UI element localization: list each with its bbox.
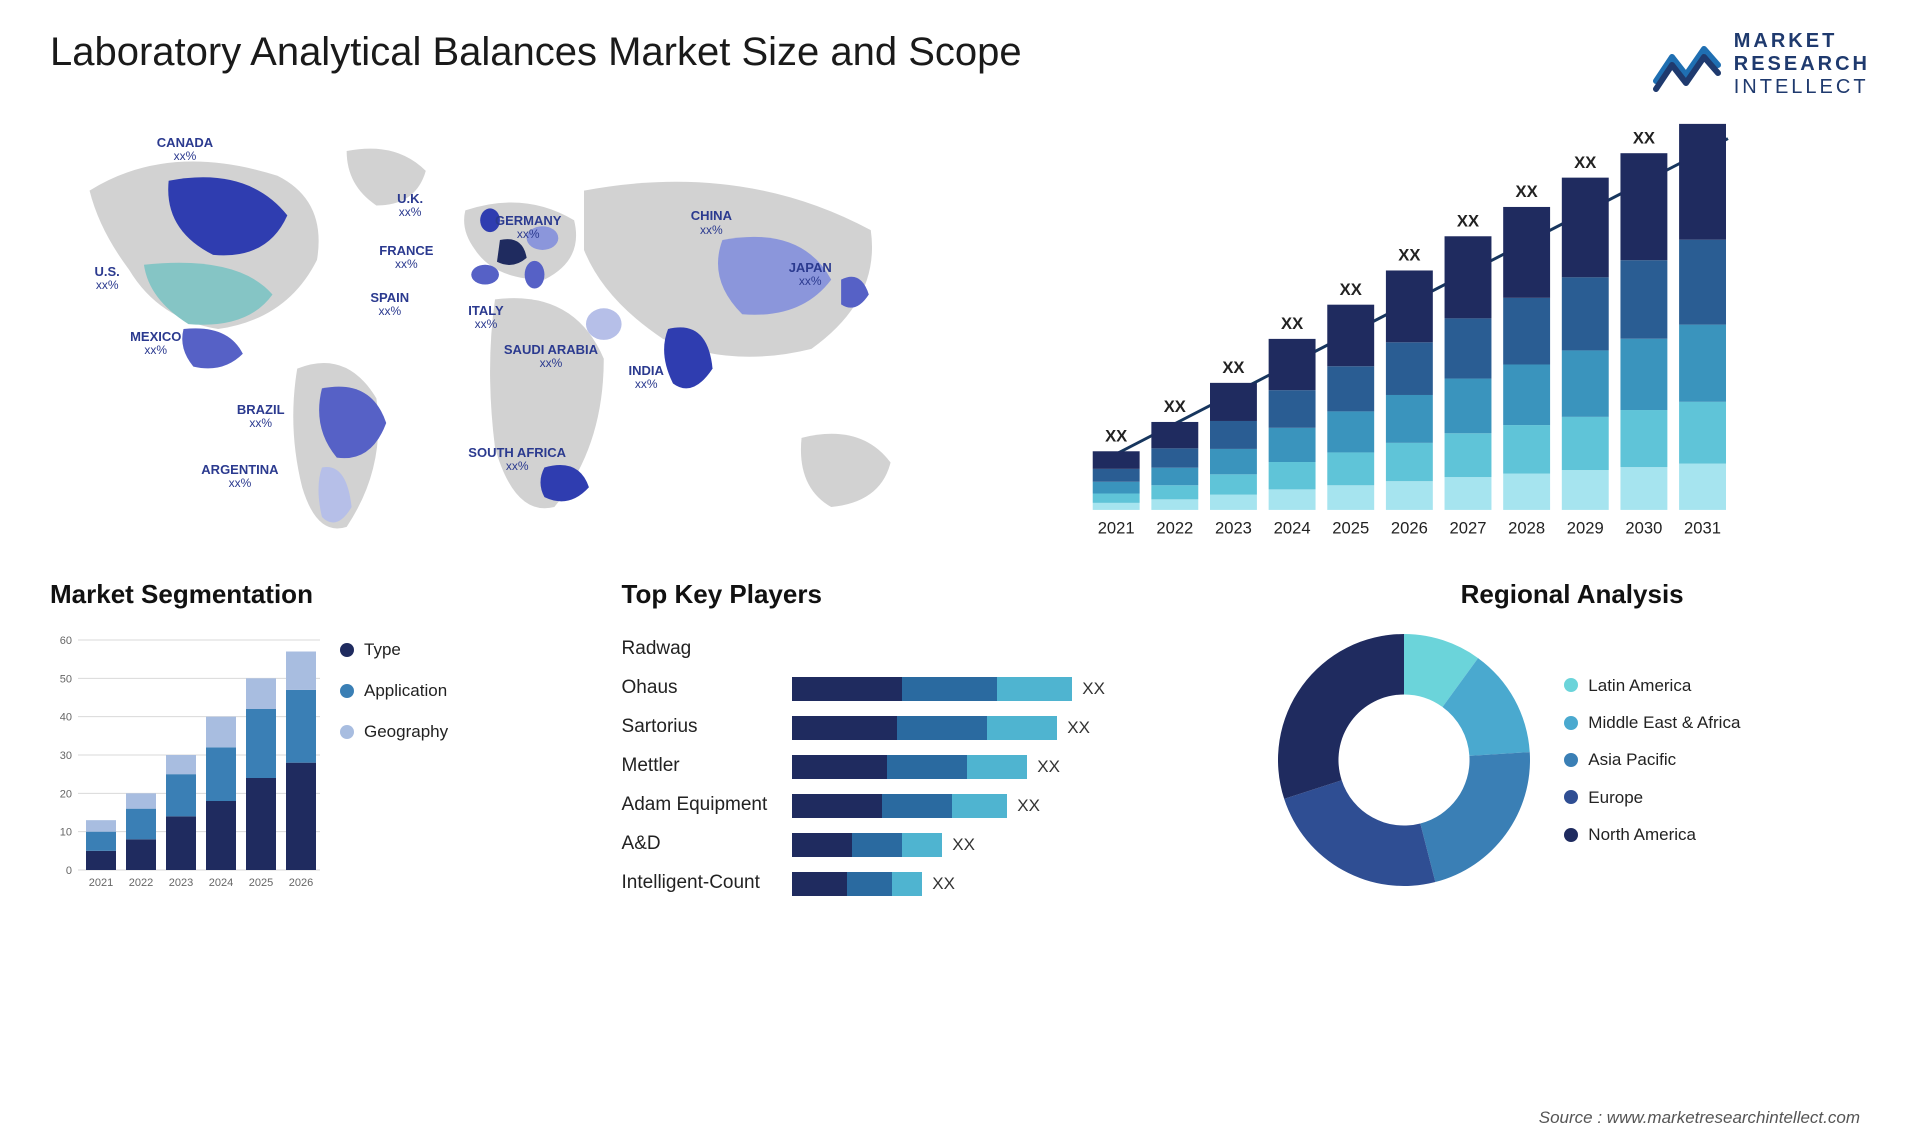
key-player-bar-row: XX [792, 747, 1244, 786]
legend-item: Europe [1564, 779, 1740, 816]
key-player-bar-row: XX [792, 708, 1244, 747]
segmentation-panel: Market Segmentation 0 10 20 30 40 50 60 2021 202… [50, 579, 592, 903]
svg-text:2023: 2023 [1215, 518, 1252, 537]
key-player-name: Adam Equipment [622, 786, 768, 825]
page-title: Laboratory Analytical Balances Market Si… [50, 30, 1022, 75]
key-players-panel: Top Key Players RadwagOhausSartoriusMett… [622, 579, 1245, 903]
legend-item: Middle East & Africa [1564, 704, 1740, 741]
map-label: GERMANYxx% [495, 214, 561, 241]
regional-donut-chart [1274, 630, 1534, 890]
map-label: JAPANxx% [789, 261, 832, 288]
map-label: ITALYxx% [468, 304, 503, 331]
svg-text:XX: XX [1516, 182, 1538, 201]
svg-text:2025: 2025 [249, 877, 273, 889]
map-italy [525, 261, 545, 289]
map-mexico [182, 328, 243, 368]
svg-text:40: 40 [60, 712, 72, 724]
svg-text:10: 10 [60, 827, 72, 839]
map-saudi [586, 308, 622, 340]
svg-text:2027: 2027 [1450, 518, 1487, 537]
segmentation-chart: 0 10 20 30 40 50 60 2021 2022 2023 2024 2025 2026 [50, 630, 320, 895]
world-map-panel: CANADAxx% U.S.xx% MEXICOxx% BRAZILxx% ARGENT… [50, 119, 940, 549]
svg-text:XX: XX [1222, 358, 1244, 377]
key-player-name: A&D [622, 825, 768, 864]
legend-item: Latin America [1564, 667, 1740, 704]
logo-text: MARKET RESEARCH INTELLECT [1734, 30, 1870, 99]
svg-text:XX: XX [1398, 246, 1420, 265]
key-players-title: Top Key Players [622, 579, 1245, 610]
key-player-name: Radwag [622, 630, 768, 669]
svg-text:60: 60 [60, 635, 72, 647]
key-players-names: RadwagOhausSartoriusMettlerAdam Equipmen… [622, 630, 768, 903]
svg-text:0: 0 [66, 865, 72, 877]
map-label: FRANCExx% [379, 244, 433, 271]
map-label: U.K.xx% [397, 192, 423, 219]
svg-text:XX: XX [1281, 314, 1303, 333]
key-player-bar-row: XX [792, 825, 1244, 864]
map-spain [471, 265, 499, 285]
key-player-name: Ohaus [622, 669, 768, 708]
legend-item: North America [1564, 816, 1740, 853]
svg-text:2021: 2021 [89, 877, 113, 889]
svg-text:2026: 2026 [289, 877, 313, 889]
map-label: SAUDI ARABIAxx% [504, 343, 598, 370]
map-label: CHINAxx% [691, 209, 732, 236]
svg-text:2024: 2024 [209, 877, 233, 889]
key-player-name: Sartorius [622, 708, 768, 747]
key-player-name: Intelligent-Count [622, 864, 768, 903]
svg-text:XX: XX [1340, 280, 1362, 299]
forecast-chart: XX 2021 XX 2022 XX 2023 XX 2024 XX 2025 XX 2026 XX 20… [980, 119, 1870, 549]
svg-text:2021: 2021 [1098, 518, 1135, 537]
map-label: SOUTH AFRICAxx% [468, 446, 566, 473]
top-row: CANADAxx% U.S.xx% MEXICOxx% BRAZILxx% ARGENT… [50, 119, 1870, 549]
key-player-name: Mettler [622, 747, 768, 786]
key-player-bar-row: XX [792, 786, 1244, 825]
svg-text:2022: 2022 [129, 877, 153, 889]
legend-item: Application [340, 671, 448, 712]
svg-text:2023: 2023 [169, 877, 193, 889]
svg-text:2030: 2030 [1625, 518, 1662, 537]
svg-text:50: 50 [60, 673, 72, 685]
legend-item: Geography [340, 712, 448, 753]
svg-text:XX: XX [1574, 153, 1596, 172]
svg-text:XX: XX [1164, 397, 1186, 416]
svg-text:2028: 2028 [1508, 518, 1545, 537]
brand-logo: MARKET RESEARCH INTELLECT [1652, 30, 1870, 99]
bottom-row: Market Segmentation 0 10 20 30 40 50 60 2021 202… [50, 579, 1870, 903]
legend-item: Asia Pacific [1564, 741, 1740, 778]
key-players-bars: XXXXXXXXXXXX [792, 630, 1244, 903]
key-player-bar-row: XX [792, 669, 1244, 708]
regional-panel: Regional Analysis Latin AmericaMiddle Ea… [1274, 579, 1870, 903]
header: Laboratory Analytical Balances Market Si… [50, 30, 1870, 99]
map-label: BRAZILxx% [237, 403, 285, 430]
map-label: U.S.xx% [95, 265, 120, 292]
regional-title: Regional Analysis [1274, 579, 1870, 610]
map-label: INDIAxx% [629, 364, 664, 391]
svg-text:2031: 2031 [1684, 518, 1721, 537]
regional-legend: Latin AmericaMiddle East & AfricaAsia Pa… [1564, 667, 1740, 854]
segmentation-title: Market Segmentation [50, 579, 592, 610]
svg-text:2024: 2024 [1274, 518, 1311, 537]
svg-text:2022: 2022 [1156, 518, 1193, 537]
map-label: CANADAxx% [157, 136, 213, 163]
svg-text:20: 20 [60, 788, 72, 800]
map-label: SPAINxx% [370, 291, 409, 318]
legend-item: Type [340, 630, 448, 671]
svg-text:XX: XX [1105, 427, 1127, 446]
source-attribution: Source : www.marketresearchintellect.com [1539, 1108, 1860, 1128]
world-map [50, 119, 940, 549]
svg-text:2029: 2029 [1567, 518, 1604, 537]
key-player-bar-row: XX [792, 864, 1244, 903]
svg-text:XX: XX [1633, 128, 1655, 147]
segmentation-legend: TypeApplicationGeography [340, 630, 448, 752]
svg-text:2026: 2026 [1391, 518, 1428, 537]
map-label: MEXICOxx% [130, 330, 181, 357]
map-label: ARGENTINAxx% [201, 463, 278, 490]
svg-text:2025: 2025 [1332, 518, 1369, 537]
svg-text:30: 30 [60, 750, 72, 762]
logo-icon [1652, 37, 1722, 93]
svg-text:XX: XX [1457, 212, 1479, 231]
